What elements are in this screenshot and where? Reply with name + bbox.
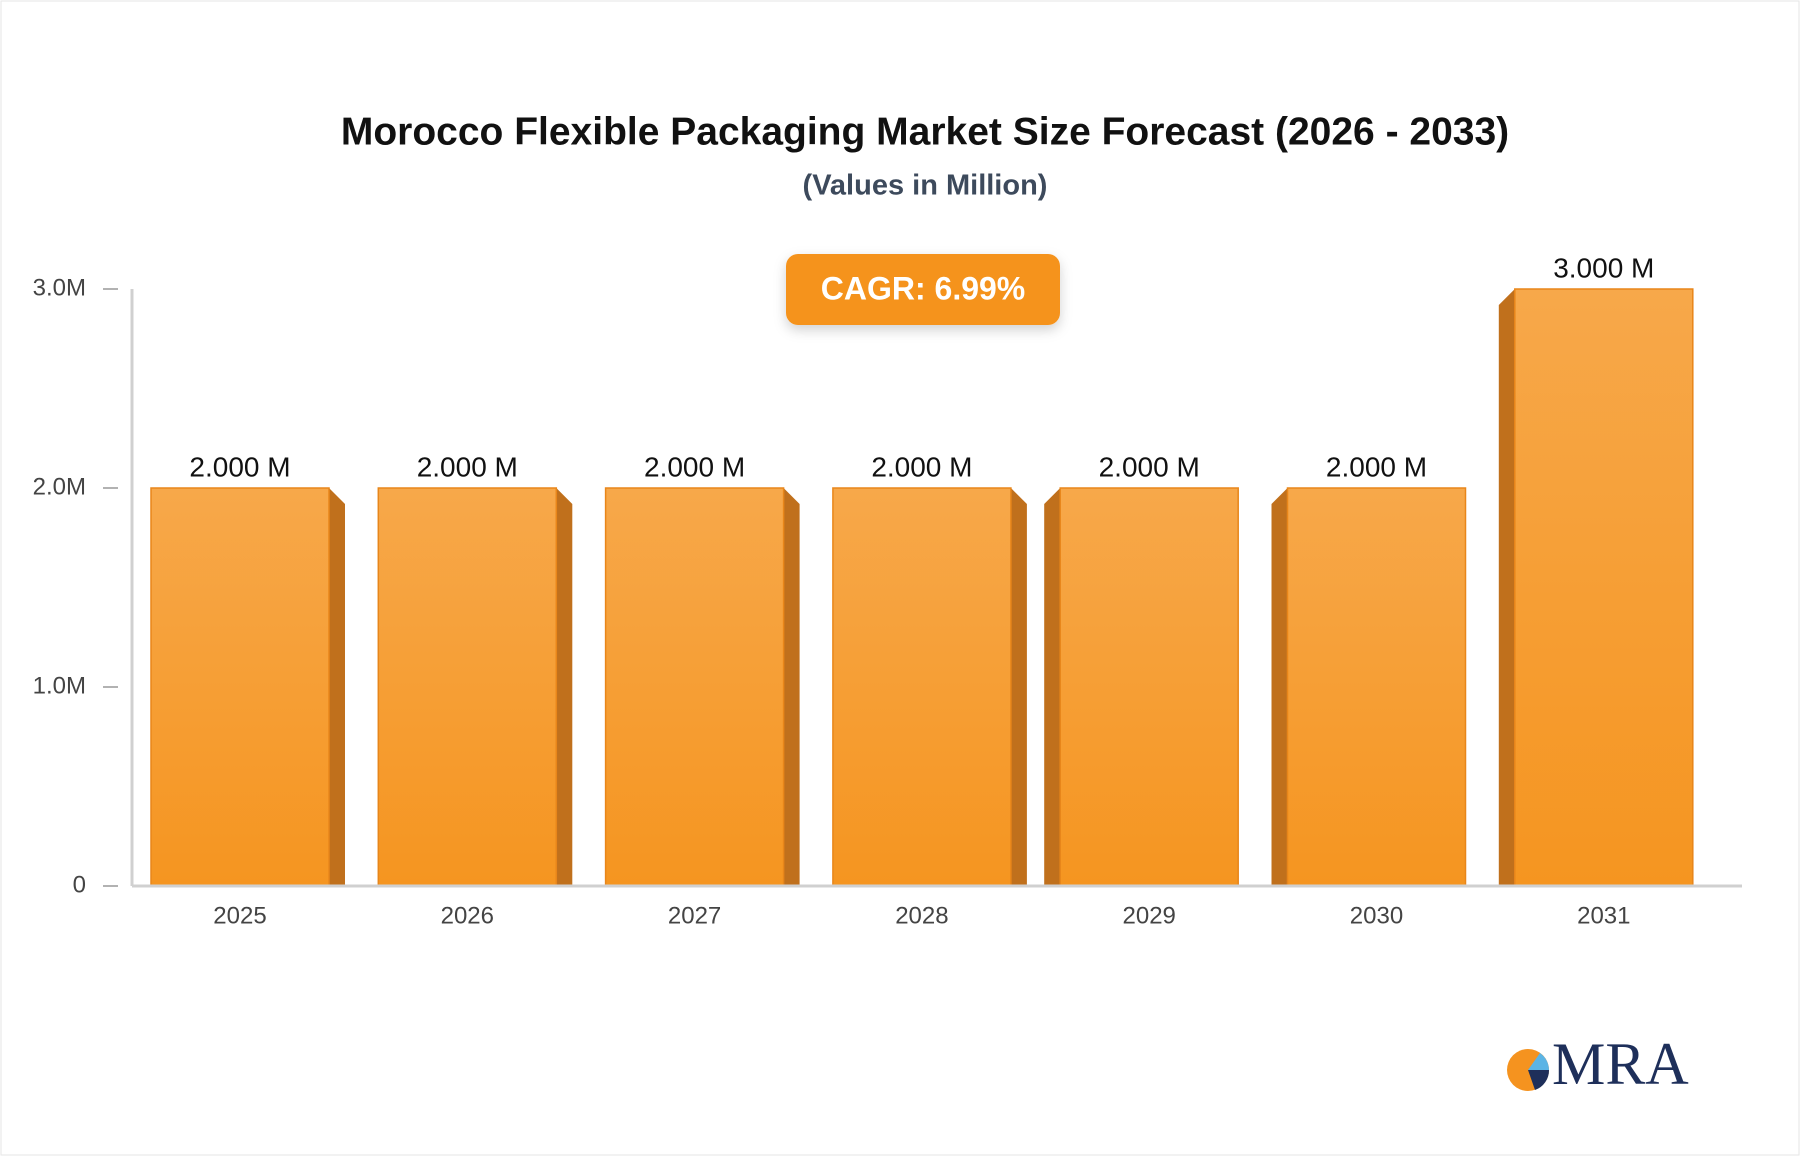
value-label: 2.000 M bbox=[1326, 451, 1427, 482]
bar-side bbox=[556, 488, 573, 886]
logo-slice bbox=[1528, 1053, 1549, 1070]
logo-text: MRA bbox=[1552, 1031, 1689, 1097]
y-tick-label: 2.0M bbox=[33, 473, 86, 500]
cagr-text: CAGR: 6.99% bbox=[821, 270, 1026, 306]
value-label: 2.000 M bbox=[871, 451, 972, 482]
bar bbox=[1059, 487, 1239, 887]
value-label: 2.000 M bbox=[417, 451, 518, 482]
bar-side bbox=[1044, 488, 1061, 886]
x-tick-label: 2030 bbox=[1350, 902, 1403, 929]
bar-side bbox=[329, 488, 345, 886]
bar bbox=[1514, 288, 1694, 887]
y-tick-label: 0 bbox=[73, 871, 86, 898]
y-tick-label: 1.0M bbox=[33, 672, 86, 699]
chart-title: Morocco Flexible Packaging Market Size F… bbox=[341, 110, 1509, 153]
bar bbox=[1286, 487, 1467, 887]
x-tick-label: 2031 bbox=[1577, 902, 1630, 929]
cagr-badge: CAGR: 6.99% bbox=[786, 254, 1060, 325]
value-label: 2.000 M bbox=[189, 451, 290, 482]
bar-side bbox=[1010, 488, 1027, 886]
x-tick-label: 2027 bbox=[668, 902, 721, 929]
bar bbox=[150, 487, 330, 887]
bar bbox=[832, 487, 1012, 887]
bar-side bbox=[1271, 488, 1288, 886]
x-tick-label: 2029 bbox=[1123, 902, 1176, 929]
x-tick-label: 2026 bbox=[441, 902, 494, 929]
value-label: 2.000 M bbox=[1099, 451, 1200, 482]
chart-subtitle: (Values in Million) bbox=[803, 170, 1048, 202]
bar bbox=[377, 487, 558, 887]
value-label: 2.000 M bbox=[644, 451, 745, 482]
x-tick-label: 2028 bbox=[895, 902, 948, 929]
bar bbox=[604, 487, 785, 887]
logo-slice bbox=[1528, 1070, 1550, 1090]
plot-area: 0 1.0M 2.0M 3.0M 2.000 M 2025 2.000 M 2026 2.000… bbox=[33, 252, 1742, 929]
bar-side bbox=[783, 488, 800, 886]
value-label: 3.000 M bbox=[1553, 252, 1654, 283]
logo: MRA bbox=[1507, 1031, 1689, 1097]
x-tick-label: 2025 bbox=[213, 902, 266, 929]
bar-side bbox=[1498, 289, 1515, 886]
cagr-box bbox=[786, 254, 1060, 325]
y-tick-label: 3.0M bbox=[33, 274, 86, 301]
